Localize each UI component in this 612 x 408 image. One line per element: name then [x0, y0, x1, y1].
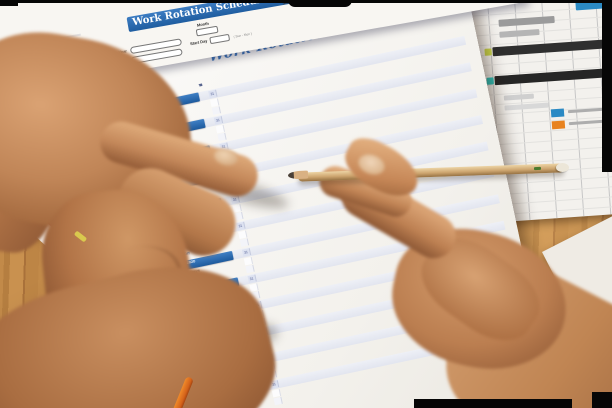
- day-cell: [245, 264, 255, 274]
- photo-edge-bottom: [414, 399, 572, 408]
- photo-edge-right: [602, 0, 612, 172]
- photo-edge-bottomright: [592, 392, 612, 408]
- gantt-legend-swatch: [551, 120, 566, 130]
- day-cell: [239, 238, 250, 247]
- gantt-bar: [503, 93, 535, 101]
- start-day-note: ( Sun - Mon ): [233, 31, 253, 39]
- gantt-bar: [484, 48, 492, 56]
- gantt-legend-swatch: [550, 108, 565, 118]
- pencil-tip: [287, 170, 309, 180]
- gantt-rowline: [473, 84, 612, 97]
- gantt-bar: [498, 15, 555, 27]
- start-day-box: [209, 33, 231, 45]
- photo-edge-topleft: [0, 0, 18, 6]
- day-cell: [217, 132, 227, 142]
- pencil-end-cap: [556, 163, 569, 172]
- start-day-label: Start Day: [189, 38, 208, 47]
- day-cell: [211, 106, 222, 115]
- gantt-rowline: [469, 24, 612, 37]
- photo-edge-top-blob: [288, 0, 352, 7]
- gantt-bar: [486, 77, 494, 85]
- gantt-legend-text: [568, 119, 603, 126]
- pencil-green-mark: [533, 166, 542, 171]
- gantt-bar: [499, 29, 540, 38]
- day-cell: [273, 396, 283, 406]
